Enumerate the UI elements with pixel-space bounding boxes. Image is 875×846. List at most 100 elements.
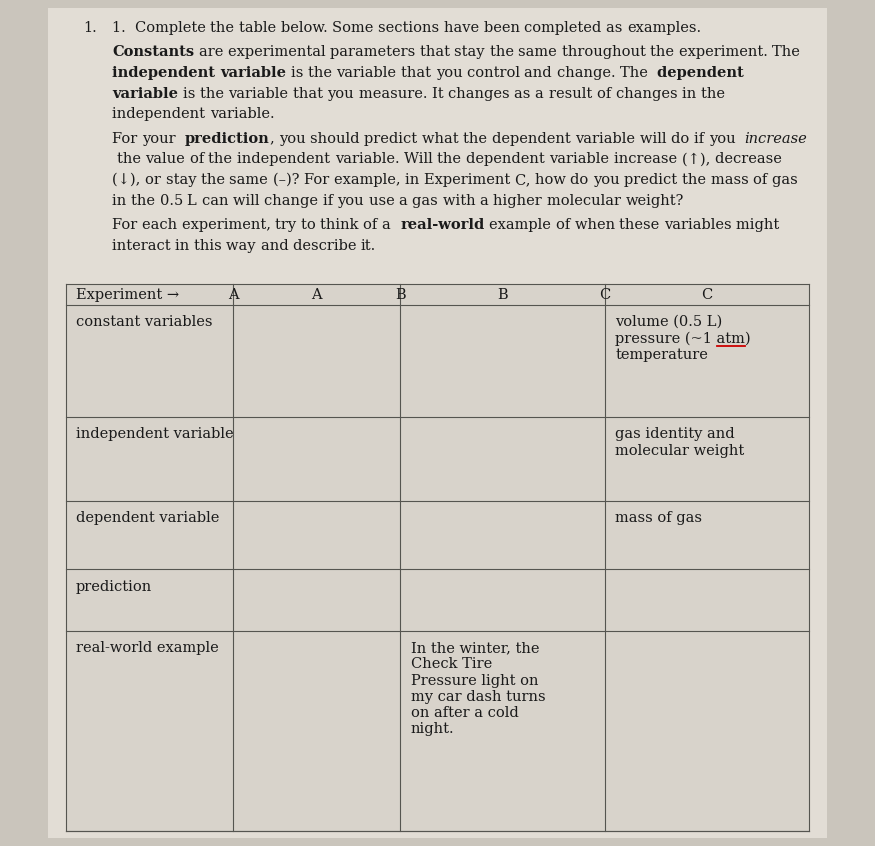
Text: For: For <box>112 131 142 146</box>
Text: independent: independent <box>112 66 220 80</box>
Text: each: each <box>142 217 182 232</box>
Text: below.: below. <box>281 21 332 36</box>
Text: weight?: weight? <box>626 194 683 208</box>
Text: The: The <box>773 45 805 59</box>
Text: describe: describe <box>293 239 361 253</box>
Text: dependent: dependent <box>657 66 749 80</box>
Text: dependent: dependent <box>492 131 575 146</box>
Text: (↓),: (↓), <box>112 173 145 187</box>
Text: in: in <box>175 239 194 253</box>
Text: mass: mass <box>710 173 753 187</box>
Text: the: the <box>116 152 145 167</box>
Text: L: L <box>187 194 202 208</box>
Text: value: value <box>145 152 190 167</box>
Text: Some: Some <box>332 21 378 36</box>
Text: 1.: 1. <box>112 21 130 36</box>
Text: throughout: throughout <box>562 45 650 59</box>
Text: of: of <box>363 217 382 232</box>
Text: same: same <box>229 173 273 187</box>
Text: variable: variable <box>575 131 640 146</box>
Text: way: way <box>227 239 261 253</box>
Text: the: the <box>438 152 466 167</box>
Text: if: if <box>694 131 709 146</box>
Text: sections: sections <box>378 21 444 36</box>
Text: can: can <box>202 194 233 208</box>
Text: if: if <box>323 194 338 208</box>
Text: that: that <box>420 45 454 59</box>
Text: as: as <box>514 86 536 101</box>
Text: variable.: variable. <box>335 152 404 167</box>
Text: a: a <box>480 194 494 208</box>
Text: the: the <box>131 194 159 208</box>
Text: variables: variables <box>664 217 737 232</box>
Text: mass of gas: mass of gas <box>615 511 703 525</box>
Text: is: is <box>290 66 308 80</box>
Text: For: For <box>112 217 142 232</box>
Text: and: and <box>261 239 293 253</box>
Text: as: as <box>606 21 627 36</box>
Text: stay: stay <box>454 45 490 59</box>
Text: Will: Will <box>404 152 438 167</box>
Text: prediction: prediction <box>76 580 152 594</box>
Text: predict: predict <box>625 173 682 187</box>
Text: are: are <box>199 45 228 59</box>
Text: you: you <box>338 194 368 208</box>
Text: measure.: measure. <box>359 86 432 101</box>
Text: B: B <box>395 288 406 301</box>
Text: a: a <box>399 194 412 208</box>
Text: will: will <box>640 131 671 146</box>
Text: try: try <box>276 217 301 232</box>
Text: 1.: 1. <box>83 21 97 36</box>
Text: these: these <box>620 217 664 232</box>
Text: experiment.: experiment. <box>679 45 773 59</box>
Text: the: the <box>308 66 336 80</box>
Text: gas identity and
molecular weight: gas identity and molecular weight <box>615 427 745 458</box>
Text: The: The <box>620 66 653 80</box>
Text: stay: stay <box>165 173 200 187</box>
Text: independent variable: independent variable <box>76 427 234 442</box>
Text: real-world: real-world <box>401 217 485 232</box>
Text: higher: higher <box>493 194 547 208</box>
Text: the: the <box>701 86 729 101</box>
Text: predict: predict <box>364 131 422 146</box>
Text: molecular: molecular <box>547 194 626 208</box>
Text: been: been <box>484 21 524 36</box>
Text: example,: example, <box>333 173 405 187</box>
Text: A: A <box>228 288 238 301</box>
Text: table: table <box>239 21 281 36</box>
Text: ,: , <box>270 131 279 146</box>
Text: variable: variable <box>220 66 286 80</box>
Text: might: might <box>737 217 784 232</box>
Text: that: that <box>293 86 327 101</box>
Text: constant variables: constant variables <box>76 315 213 329</box>
Text: (↑),: (↑), <box>682 152 715 167</box>
Text: Experiment: Experiment <box>424 173 514 187</box>
Text: gas: gas <box>772 173 802 187</box>
Text: dependent variable: dependent variable <box>76 511 220 525</box>
Text: will: will <box>233 194 264 208</box>
Text: Experiment →: Experiment → <box>76 288 179 301</box>
Text: B: B <box>497 288 507 301</box>
Text: the: the <box>650 45 679 59</box>
Text: in: in <box>112 194 131 208</box>
Text: In the winter, the
Check Tire
Pressure light on
my car dash turns
on after a col: In the winter, the Check Tire Pressure l… <box>411 641 545 736</box>
Text: you: you <box>436 66 467 80</box>
Text: independent: independent <box>237 152 335 167</box>
Text: of: of <box>190 152 208 167</box>
Text: Constants: Constants <box>112 45 194 59</box>
Text: prediction: prediction <box>185 131 270 146</box>
Text: variable.: variable. <box>210 107 274 122</box>
Text: in: in <box>405 173 423 187</box>
Text: how: how <box>535 173 570 187</box>
Text: interact: interact <box>112 239 175 253</box>
Text: control: control <box>467 66 524 80</box>
Text: parameters: parameters <box>330 45 420 59</box>
Text: gas: gas <box>412 194 443 208</box>
Text: Complete: Complete <box>135 21 211 36</box>
Text: (–)?: (–)? <box>273 173 304 187</box>
Text: of: of <box>597 86 615 101</box>
Text: you: you <box>279 131 310 146</box>
Text: same: same <box>518 45 562 59</box>
Text: variable: variable <box>112 86 178 101</box>
Text: A: A <box>312 288 322 301</box>
